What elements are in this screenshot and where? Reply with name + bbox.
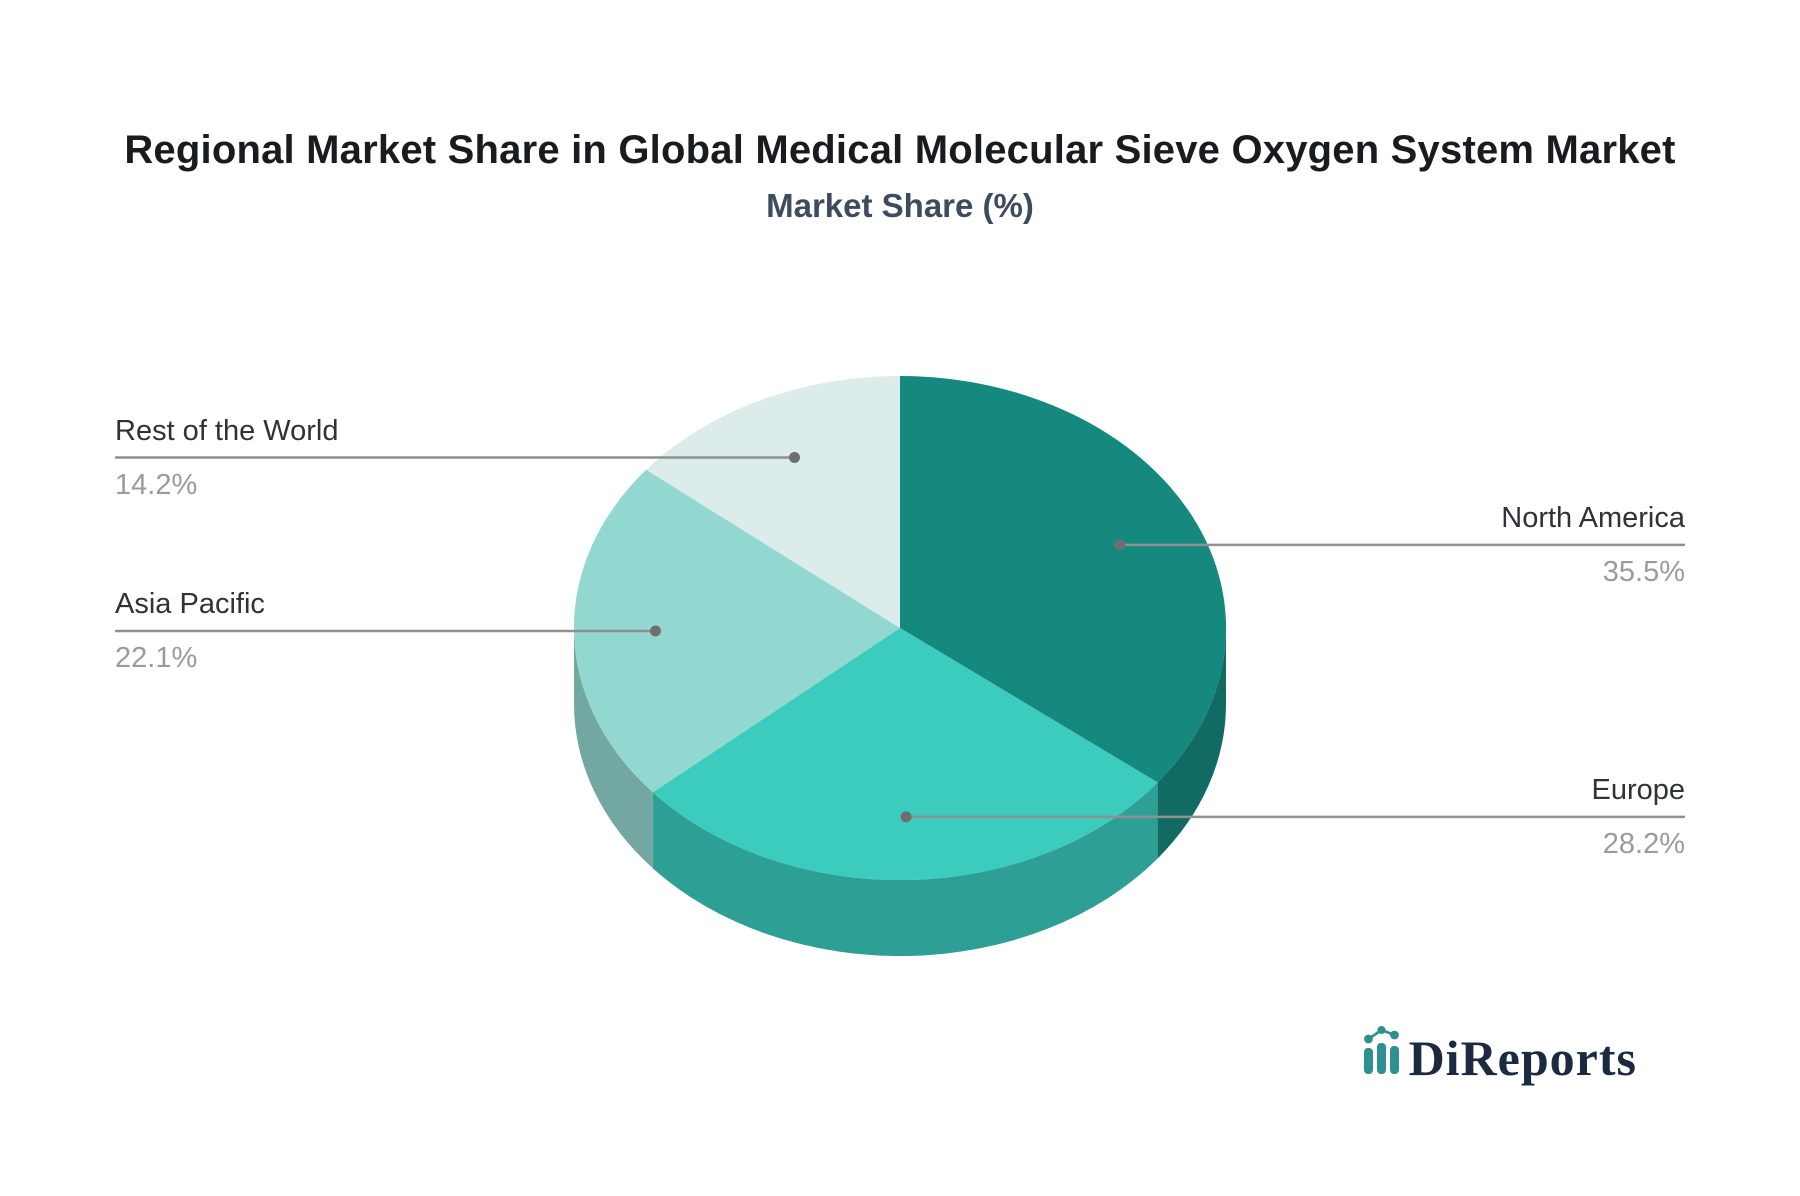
- pie-slice-north-america[interactable]: [900, 375, 1227, 783]
- callout-value: 14.2%: [115, 468, 198, 501]
- pie-slice-rest-of-the-world[interactable]: [646, 376, 900, 628]
- callout-value: 35.5%: [1602, 555, 1685, 588]
- callout-asia-pacific: Asia Pacific 22.1%: [115, 586, 265, 676]
- callout-label: Europe: [1591, 773, 1685, 806]
- callout-north-america: North America 35.5%: [1501, 500, 1685, 590]
- chart-title: Regional Market Share in Global Medical …: [124, 128, 1676, 172]
- callout-label: Asia Pacific: [115, 588, 265, 620]
- pie-rim-asia-pacific: [574, 628, 653, 869]
- callout-value: 22.1%: [115, 642, 198, 674]
- callout-europe: Europe 28.2%: [1591, 772, 1685, 862]
- callout-value: 28.2%: [1602, 827, 1685, 860]
- leader-dot: [1114, 539, 1126, 551]
- direports-logo: DiReports: [1362, 1026, 1637, 1083]
- callout-rest-of-the-world: Rest of the World 14.2%: [115, 413, 339, 503]
- pie-rim-north-america: [1157, 628, 1227, 859]
- logo-text: DiReports: [1408, 1030, 1637, 1086]
- pie-slice-asia-pacific[interactable]: [573, 469, 900, 793]
- callout-label: North America: [1501, 501, 1685, 534]
- leader-dot: [900, 811, 912, 823]
- leader-dot: [650, 625, 661, 637]
- bar-chart-icon: [1363, 1026, 1399, 1074]
- leader-dot: [789, 452, 800, 463]
- chart-subtitle: Market Share (%): [766, 187, 1034, 224]
- pie-rim-europe: [652, 782, 1158, 957]
- callout-label: Rest of the World: [115, 414, 339, 447]
